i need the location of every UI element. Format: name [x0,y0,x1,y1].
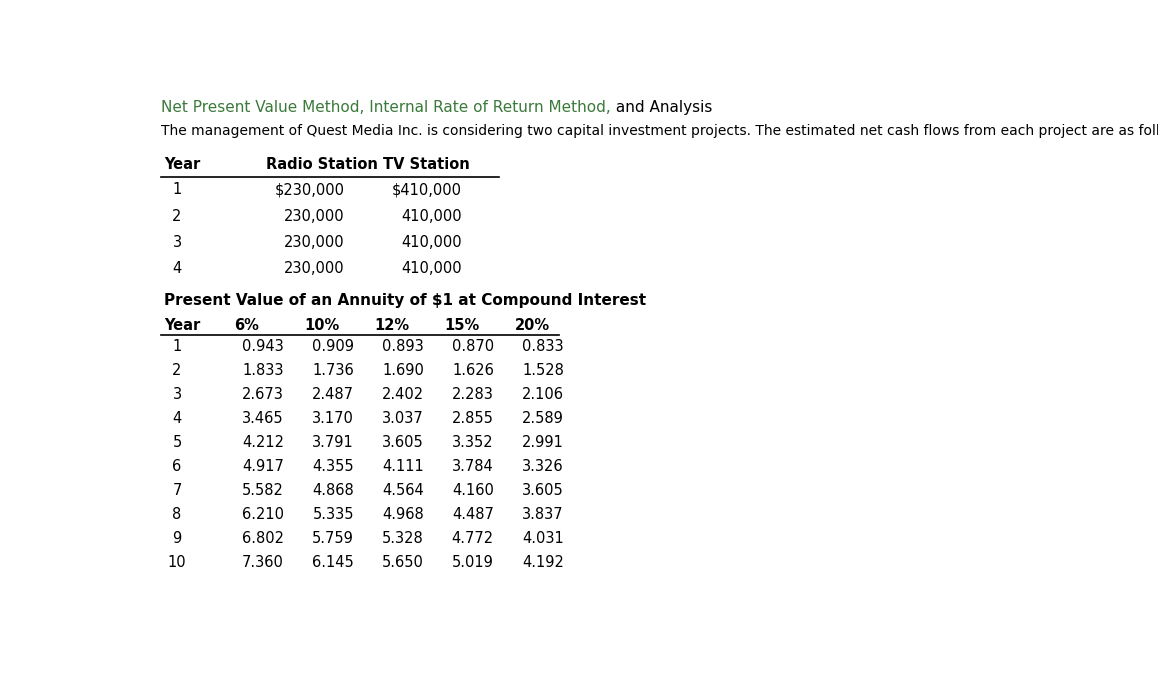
Text: 1: 1 [173,183,182,198]
Text: 5.650: 5.650 [382,555,424,570]
Text: 5.019: 5.019 [452,555,493,570]
Text: 0.833: 0.833 [522,339,564,354]
Text: 1.528: 1.528 [522,363,564,378]
Text: 2.673: 2.673 [242,387,284,402]
Text: and Analysis: and Analysis [610,100,712,115]
Text: 4.355: 4.355 [313,459,354,474]
Text: 2.855: 2.855 [452,411,493,426]
Text: 3.352: 3.352 [453,435,493,450]
Text: 4.564: 4.564 [382,483,424,498]
Text: 2: 2 [173,208,182,223]
Text: 8: 8 [173,507,182,522]
Text: 6: 6 [173,459,182,474]
Text: 3.465: 3.465 [242,411,284,426]
Text: 2: 2 [173,363,182,378]
Text: 1.833: 1.833 [242,363,284,378]
Text: 3.037: 3.037 [382,411,424,426]
Text: 4.160: 4.160 [452,483,493,498]
Text: 4.192: 4.192 [522,555,564,570]
Text: 4: 4 [173,411,182,426]
Text: 410,000: 410,000 [401,235,462,250]
Text: 5.759: 5.759 [312,531,354,546]
Text: 3: 3 [173,235,182,250]
Text: 5.335: 5.335 [313,507,354,522]
Text: 7: 7 [173,483,182,498]
Text: 6%: 6% [234,318,259,333]
Text: 0.943: 0.943 [242,339,284,354]
Text: 5.328: 5.328 [382,531,424,546]
Text: 4.868: 4.868 [313,483,354,498]
Text: 4.968: 4.968 [382,507,424,522]
Text: 1: 1 [173,339,182,354]
Text: TV Station: TV Station [382,158,469,172]
Text: 0.893: 0.893 [382,339,424,354]
Text: 1.626: 1.626 [452,363,493,378]
Text: 3.326: 3.326 [522,459,564,474]
Text: 1.690: 1.690 [382,363,424,378]
Text: 4.917: 4.917 [242,459,284,474]
Text: Radio Station: Radio Station [266,158,378,172]
Text: The management of Quest Media Inc. is considering two capital investment project: The management of Quest Media Inc. is co… [161,124,1158,139]
Text: Net Present Value Method, Internal Rate of Return Method,: Net Present Value Method, Internal Rate … [161,100,610,115]
Text: 15%: 15% [445,318,479,333]
Text: 4.487: 4.487 [452,507,493,522]
Text: 3.784: 3.784 [452,459,493,474]
Text: 12%: 12% [374,318,410,333]
Text: 3.605: 3.605 [382,435,424,450]
Text: 2.487: 2.487 [312,387,354,402]
Text: Present Value of an Annuity of $1 at Compound Interest: Present Value of an Annuity of $1 at Com… [164,293,646,308]
Text: 3.170: 3.170 [312,411,354,426]
Text: 7.360: 7.360 [242,555,284,570]
Text: 5.582: 5.582 [242,483,284,498]
Text: 1.736: 1.736 [313,363,354,378]
Text: 0.870: 0.870 [452,339,493,354]
Text: 6.145: 6.145 [313,555,354,570]
Text: $410,000: $410,000 [391,183,462,198]
Text: 5: 5 [173,435,182,450]
Text: 230,000: 230,000 [284,235,345,250]
Text: 10: 10 [168,555,186,570]
Text: 4: 4 [173,261,182,276]
Text: 2.991: 2.991 [522,435,564,450]
Text: 2.106: 2.106 [522,387,564,402]
Text: 20%: 20% [514,318,550,333]
Text: 2.402: 2.402 [382,387,424,402]
Text: Year: Year [164,318,200,333]
Text: 230,000: 230,000 [284,261,345,276]
Text: 410,000: 410,000 [401,208,462,223]
Text: 410,000: 410,000 [401,261,462,276]
Text: $230,000: $230,000 [274,183,345,198]
Text: 4.212: 4.212 [242,435,284,450]
Text: 2.589: 2.589 [522,411,564,426]
Text: 6.210: 6.210 [242,507,284,522]
Text: 3.791: 3.791 [313,435,354,450]
Text: 230,000: 230,000 [284,208,345,223]
Text: 6.802: 6.802 [242,531,284,546]
Text: 9: 9 [173,531,182,546]
Text: 4.772: 4.772 [452,531,493,546]
Text: 0.909: 0.909 [312,339,354,354]
Text: 2.283: 2.283 [452,387,493,402]
Text: 4.111: 4.111 [382,459,424,474]
Text: 3.837: 3.837 [522,507,564,522]
Text: 3: 3 [173,387,182,402]
Text: 10%: 10% [305,318,339,333]
Text: 3.605: 3.605 [522,483,564,498]
Text: Year: Year [164,158,200,172]
Text: 4.031: 4.031 [522,531,564,546]
